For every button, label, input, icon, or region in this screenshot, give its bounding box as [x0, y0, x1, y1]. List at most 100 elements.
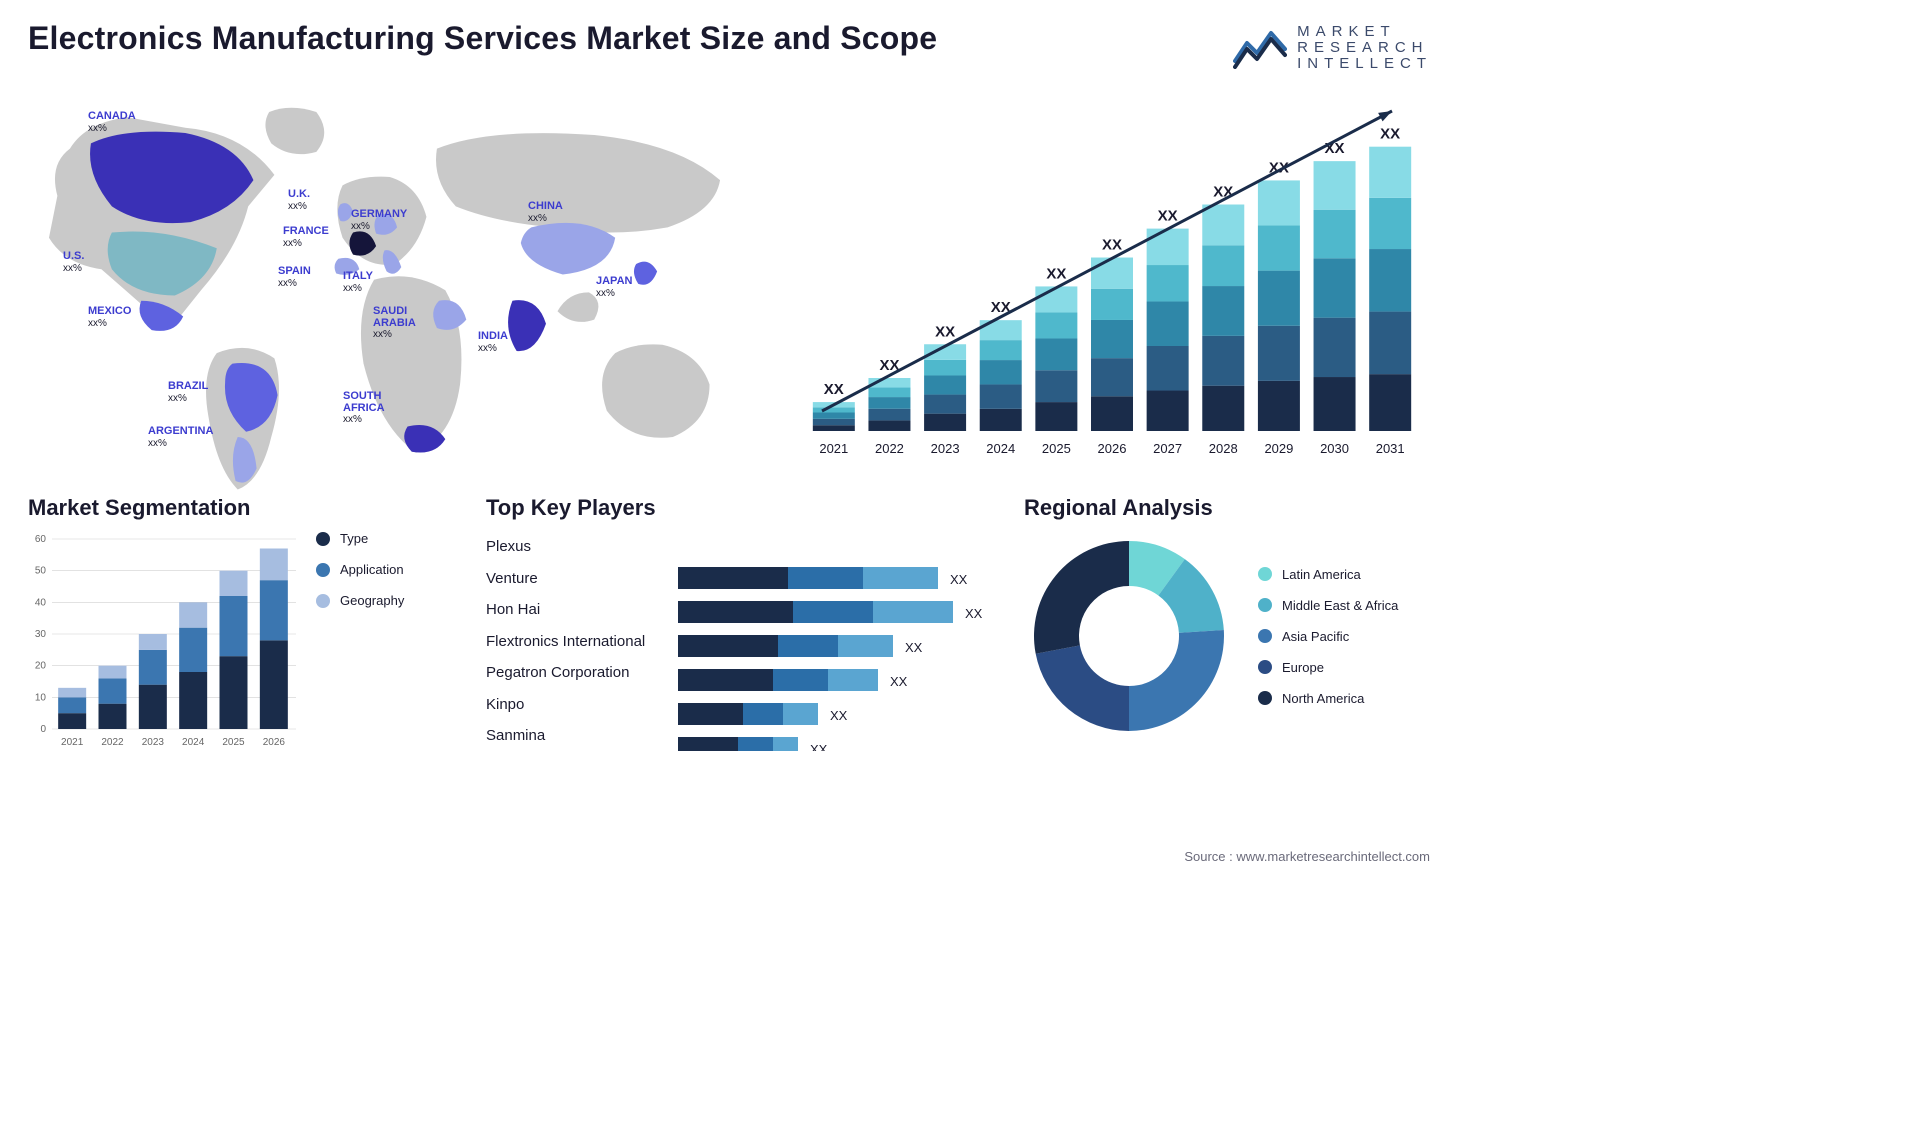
- svg-text:2031: 2031: [1376, 441, 1405, 456]
- regional-panel: Regional Analysis Latin AmericaMiddle Ea…: [1024, 495, 1432, 751]
- map-label: INDIAxx%: [478, 331, 508, 354]
- header-row: Electronics Manufacturing Services Marke…: [28, 20, 1432, 71]
- map-label: CHINAxx%: [528, 201, 563, 224]
- map-label: U.K.xx%: [288, 189, 310, 212]
- logo-line3: INTELLECT: [1297, 56, 1432, 72]
- map-label: SPAINxx%: [278, 266, 311, 289]
- map-label: MEXICOxx%: [88, 306, 131, 329]
- legend-swatch: [1258, 629, 1272, 643]
- world-map-icon: [28, 91, 762, 500]
- segmentation-panel: Market Segmentation 01020304050602021202…: [28, 495, 458, 751]
- map-label: JAPANxx%: [596, 276, 632, 299]
- logo-text: MARKET RESEARCH INTELLECT: [1297, 24, 1432, 71]
- svg-text:20: 20: [35, 661, 47, 672]
- svg-text:XX: XX: [905, 640, 923, 655]
- regional-donut-chart: [1024, 531, 1234, 741]
- svg-text:XX: XX: [935, 324, 955, 341]
- svg-text:2024: 2024: [986, 441, 1015, 456]
- svg-text:2021: 2021: [61, 737, 84, 748]
- logo-line1: MARKET: [1297, 24, 1432, 40]
- svg-text:XX: XX: [830, 708, 848, 723]
- legend-swatch: [1258, 567, 1272, 581]
- svg-text:2022: 2022: [875, 441, 904, 456]
- svg-text:50: 50: [35, 566, 47, 577]
- player-name: Plexus: [486, 538, 666, 555]
- legend-swatch: [1258, 660, 1272, 674]
- svg-text:XX: XX: [1046, 266, 1066, 283]
- logo-mark-icon: [1233, 27, 1287, 69]
- legend-swatch: [1258, 691, 1272, 705]
- page-title: Electronics Manufacturing Services Marke…: [28, 20, 937, 57]
- svg-text:2021: 2021: [819, 441, 848, 456]
- legend-swatch: [316, 563, 330, 577]
- legend-item: Europe: [1258, 660, 1398, 675]
- svg-text:XX: XX: [1102, 237, 1122, 254]
- segmentation-stacked-bar-chart: 0102030405060202120222023202420252026: [28, 531, 298, 751]
- trend-stacked-bar-chart: XX 2021 XX 2022 XX 2023 XX 2024 XX 2025 XX 2026 XX 20…: [792, 91, 1432, 471]
- svg-text:XX: XX: [1380, 126, 1400, 143]
- player-name: Flextronics International: [486, 633, 666, 650]
- player-name: Venture: [486, 570, 666, 587]
- top-row: CANADAxx% U.S.xx% MEXICOxx% BRAZILxx% ARGENT…: [28, 91, 1432, 481]
- legend-item: Asia Pacific: [1258, 629, 1398, 644]
- world-map-panel: CANADAxx% U.S.xx% MEXICOxx% BRAZILxx% ARGENT…: [28, 91, 762, 481]
- source-attribution: Source : www.marketresearchintellect.com: [1184, 849, 1430, 864]
- legend-label: Europe: [1282, 660, 1324, 675]
- svg-text:60: 60: [35, 534, 47, 545]
- players-bar-chart: XXXXXXXXXXXX: [678, 531, 988, 751]
- svg-text:XX: XX: [950, 572, 968, 587]
- map-label: ITALYxx%: [343, 271, 373, 294]
- legend-label: Type: [340, 531, 368, 546]
- legend-swatch: [1258, 598, 1272, 612]
- svg-text:2026: 2026: [263, 737, 286, 748]
- svg-text:2030: 2030: [1320, 441, 1349, 456]
- svg-text:2028: 2028: [1209, 441, 1238, 456]
- svg-text:2025: 2025: [1042, 441, 1071, 456]
- map-label: BRAZILxx%: [168, 381, 208, 404]
- svg-text:2026: 2026: [1098, 441, 1127, 456]
- svg-text:2023: 2023: [931, 441, 960, 456]
- svg-text:2023: 2023: [142, 737, 165, 748]
- svg-text:0: 0: [40, 724, 46, 735]
- legend-label: Middle East & Africa: [1282, 598, 1398, 613]
- legend-swatch: [316, 532, 330, 546]
- legend-swatch: [316, 594, 330, 608]
- svg-text:2025: 2025: [222, 737, 245, 748]
- svg-text:2029: 2029: [1264, 441, 1293, 456]
- svg-text:XX: XX: [1213, 184, 1233, 201]
- legend-label: North America: [1282, 691, 1364, 706]
- map-label: ARGENTINAxx%: [148, 426, 213, 449]
- player-name: Kinpo: [486, 696, 666, 713]
- bottom-row: Market Segmentation 01020304050602021202…: [28, 495, 1432, 751]
- brand-logo: MARKET RESEARCH INTELLECT: [1233, 24, 1432, 71]
- map-label: U.S.xx%: [63, 251, 84, 274]
- legend-label: Application: [340, 562, 404, 577]
- svg-text:XX: XX: [965, 606, 983, 621]
- trend-chart-panel: XX 2021 XX 2022 XX 2023 XX 2024 XX 2025 XX 2026 XX 20…: [792, 91, 1432, 481]
- logo-line2: RESEARCH: [1297, 40, 1432, 56]
- legend-label: Asia Pacific: [1282, 629, 1349, 644]
- players-panel: Top Key Players PlexusVentureHon HaiFlex…: [486, 495, 996, 751]
- svg-text:XX: XX: [890, 674, 908, 689]
- svg-text:40: 40: [35, 598, 47, 609]
- map-label: CANADAxx%: [88, 111, 136, 134]
- svg-text:30: 30: [35, 629, 47, 640]
- infographic-page: Electronics Manufacturing Services Marke…: [0, 0, 1460, 872]
- map-label: FRANCExx%: [283, 226, 329, 249]
- legend-item: Middle East & Africa: [1258, 598, 1398, 613]
- segmentation-legend: Type Application Geography: [316, 531, 404, 751]
- svg-text:XX: XX: [1158, 208, 1178, 225]
- legend-item: Type: [316, 531, 404, 546]
- map-label: GERMANYxx%: [351, 209, 407, 232]
- svg-text:2024: 2024: [182, 737, 205, 748]
- legend-label: Geography: [340, 593, 404, 608]
- legend-item: North America: [1258, 691, 1398, 706]
- svg-text:2027: 2027: [1153, 441, 1182, 456]
- legend-item: Application: [316, 562, 404, 577]
- legend-item: Geography: [316, 593, 404, 608]
- player-name: Sanmina: [486, 727, 666, 744]
- svg-text:XX: XX: [824, 381, 844, 398]
- player-name: Hon Hai: [486, 601, 666, 618]
- players-name-list: Plexus Venture Hon Hai Flextronics Internat…: [486, 531, 666, 751]
- svg-text:2022: 2022: [101, 737, 124, 748]
